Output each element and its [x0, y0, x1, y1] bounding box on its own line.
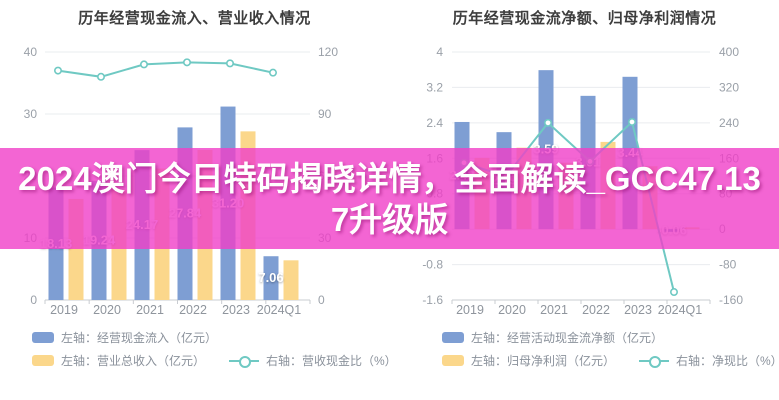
category-label: 2019: [50, 303, 78, 317]
legend-row: 左轴：营业总收入（亿元） 右轴：营收现金比（%）: [32, 350, 421, 371]
left-axis-tick: 3.2: [426, 80, 443, 94]
legend-bar-swatch: [442, 332, 464, 343]
category-label: 2021: [136, 303, 164, 317]
left-axis-tick: -0.8: [422, 258, 443, 272]
line-marker: [97, 72, 106, 81]
category-label: 2022: [179, 303, 207, 317]
category-label: 2020: [498, 303, 526, 317]
legend-label: 右轴：营收现金比（%）: [266, 354, 397, 368]
legend-item: 右轴：净现比（%）: [639, 352, 779, 369]
left-chart-legend: 左轴：经营现金流入（亿元） 左轴：营业总收入（亿元） 右轴：营收现金比（%）: [0, 327, 421, 373]
line-marker: [140, 60, 149, 69]
legend-row: 左轴：归母净利润（亿元） 右轴：净现比（%）: [442, 350, 779, 371]
line-marker: [628, 117, 637, 126]
left-axis-tick: 40: [24, 45, 38, 59]
legend-line-symbol: [229, 355, 260, 368]
left-axis-tick: 0: [30, 293, 37, 307]
category-label: 2023: [222, 303, 250, 317]
bar-blue: [263, 256, 279, 300]
right-axis-tick: 320: [719, 80, 739, 94]
legend-item: 左轴：归母净利润（亿元）: [442, 352, 615, 369]
legend-bar-swatch: [32, 355, 54, 366]
left-chart-title: 历年经营现金流入、营业收入情况: [78, 10, 311, 27]
line-marker: [183, 58, 192, 67]
right-axis-tick: 240: [719, 116, 739, 130]
left-axis-tick: 2.4: [426, 116, 443, 130]
legend-item: 右轴：营收现金比（%）: [229, 352, 397, 369]
category-label: 2020: [93, 303, 121, 317]
legend-item: 左轴：经营现金流入（亿元）: [32, 329, 217, 346]
line-marker: [544, 118, 553, 127]
category-label: 2021: [540, 303, 568, 317]
line-marker: [268, 68, 277, 77]
line-marker: [669, 288, 678, 297]
line-marker: [53, 66, 62, 75]
category-label: 2024Q1: [658, 303, 703, 317]
left-axis-tick: 30: [24, 107, 38, 121]
left-axis-tick: -1.6: [422, 293, 443, 307]
right-axis-tick: 0: [318, 293, 325, 307]
legend-bar-swatch: [442, 355, 464, 366]
line-marker: [226, 59, 235, 68]
legend-line-symbol: [639, 355, 670, 368]
right-axis-tick: 90: [318, 107, 332, 121]
left-axis-tick: 4: [436, 45, 443, 59]
legend-label: 右轴：净现比（%）: [676, 354, 779, 368]
legend-label: 左轴：经营现金流入（亿元）: [61, 331, 218, 345]
legend-row: 左轴：经营现金流入（亿元）: [32, 327, 421, 348]
category-label: 2023: [624, 303, 652, 317]
legend-bar-swatch: [32, 332, 54, 343]
right-chart-legend: 左轴：经营活动现金流净额（亿元） 左轴：归母净利润（亿元） 右轴：净现比（%）: [390, 327, 779, 373]
bar-yellow: [283, 260, 299, 300]
ratio-line: [57, 61, 274, 78]
bar-value-label: 7.06: [258, 270, 283, 285]
right-axis-tick: 400: [719, 45, 739, 59]
category-label: 2022: [582, 303, 610, 317]
legend-item: 左轴：经营活动现金流净额（亿元）: [442, 329, 663, 346]
right-chart-title: 历年经营现金流净额、归母净利润情况: [452, 10, 717, 27]
right-axis-tick: -160: [719, 293, 743, 307]
promo-banner: 2024澳门今日特码揭晓详情，全面解读_GCC47.137升级版: [0, 148, 779, 249]
legend-label: 左轴：营业总收入（亿元）: [61, 354, 206, 368]
right-axis-tick: -80: [719, 258, 737, 272]
legend-label: 左轴：归母净利润（亿元）: [471, 354, 616, 368]
category-label: 2024Q1: [257, 303, 302, 317]
legend-item: 左轴：营业总收入（亿元）: [32, 352, 205, 369]
category-label: 2019: [456, 303, 484, 317]
promo-banner-text: 2024澳门今日特码揭晓详情，全面解读_GCC47.137升级版: [18, 159, 761, 238]
legend-label: 左轴：经营活动现金流净额（亿元）: [471, 331, 664, 345]
right-axis-tick: 120: [318, 45, 338, 59]
legend-row: 左轴：经营活动现金流净额（亿元）: [442, 327, 779, 348]
